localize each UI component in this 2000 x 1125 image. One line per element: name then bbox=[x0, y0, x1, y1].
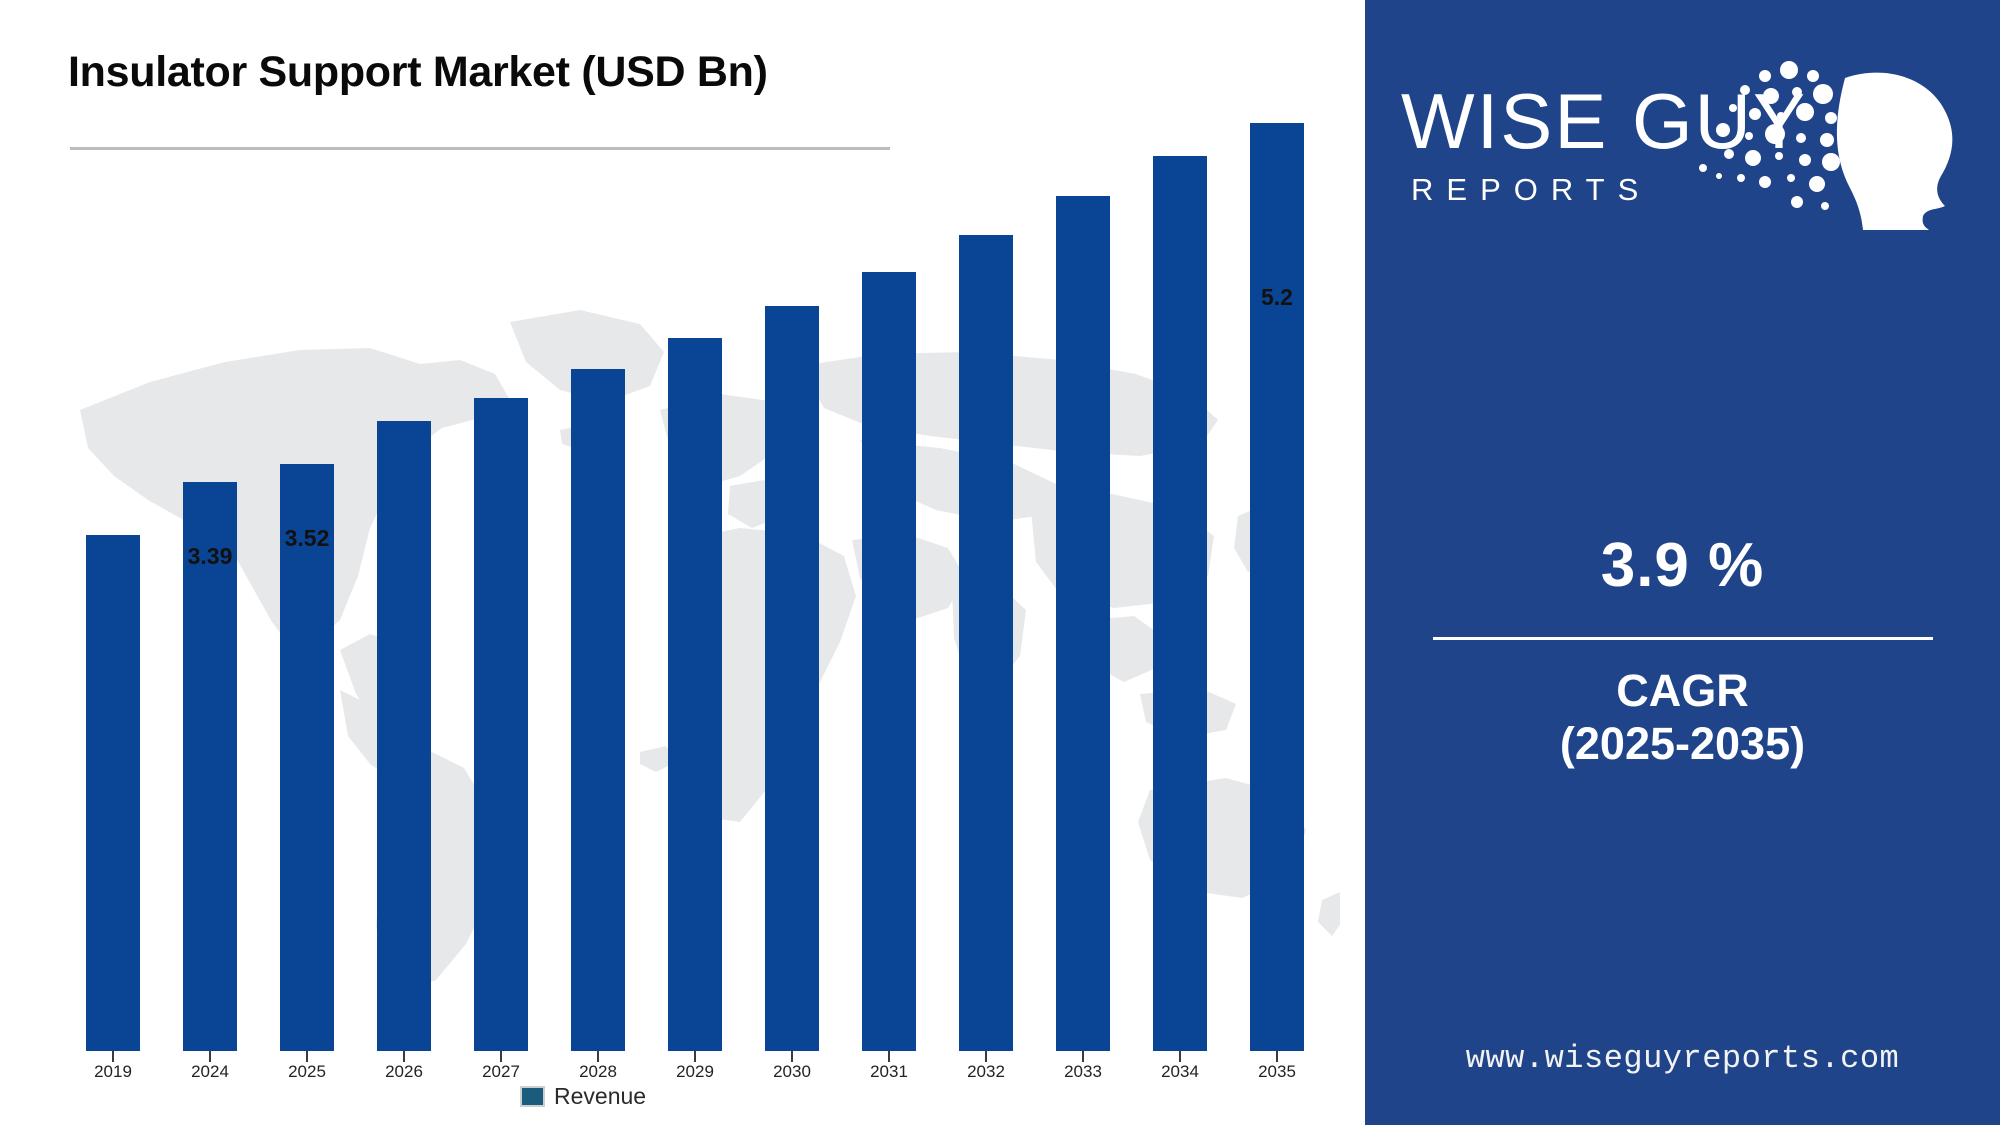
axis-tick bbox=[597, 1051, 599, 1062]
x-axis-label: 2032 bbox=[967, 1062, 1005, 1081]
svg-text:REPORTS: REPORTS bbox=[1411, 172, 1651, 207]
bar-2019 bbox=[86, 535, 140, 1051]
x-axis-label: 2029 bbox=[676, 1062, 714, 1081]
x-axis-label: 2026 bbox=[385, 1062, 423, 1081]
cagr-value: 3.9 % bbox=[1600, 531, 1765, 600]
bar-2026 bbox=[377, 421, 431, 1051]
x-axis-label: 2033 bbox=[1064, 1062, 1102, 1081]
x-axis-label: 2034 bbox=[1161, 1062, 1199, 1081]
axis-tick bbox=[209, 1051, 211, 1062]
bar-value-label-2024: 3.39 bbox=[187, 543, 233, 569]
cagr-caption-line1: CAGR bbox=[1616, 665, 1749, 716]
x-axis-label: 2024 bbox=[191, 1062, 229, 1081]
bar-2029 bbox=[668, 338, 722, 1051]
axis-tick bbox=[403, 1051, 405, 1062]
bar-2033 bbox=[1056, 196, 1110, 1051]
title-divider bbox=[70, 147, 890, 150]
x-axis-label: 2030 bbox=[773, 1062, 811, 1081]
cagr-caption: CAGR (2025-2035) bbox=[1365, 665, 2000, 770]
axis-tick bbox=[1082, 1051, 1084, 1062]
axis-tick bbox=[888, 1051, 890, 1062]
bar-2035 bbox=[1250, 123, 1304, 1051]
svg-text:WISE GUY: WISE GUY bbox=[1401, 77, 1807, 165]
axis-tick bbox=[112, 1051, 114, 1062]
x-axis-label: 2031 bbox=[870, 1062, 908, 1081]
bar-2028 bbox=[571, 369, 625, 1051]
axis-tick bbox=[500, 1051, 502, 1062]
legend-label-revenue: Revenue bbox=[554, 1083, 647, 1109]
chart-legend: Revenue bbox=[520, 1083, 646, 1110]
legend-swatch-revenue bbox=[520, 1086, 545, 1107]
bar-2034 bbox=[1153, 156, 1207, 1051]
brand-panel: WISE GUY REPORTS bbox=[1365, 0, 2000, 1125]
website-url: www.wiseguyreports.com bbox=[1465, 1040, 1900, 1077]
bar-2027 bbox=[474, 398, 528, 1051]
axis-tick bbox=[306, 1051, 308, 1062]
bar-2025 bbox=[280, 464, 334, 1051]
x-axis-label: 2035 bbox=[1258, 1062, 1296, 1081]
bar-2031 bbox=[862, 272, 916, 1051]
bar-2032 bbox=[959, 235, 1013, 1051]
x-axis-label: 2019 bbox=[94, 1062, 132, 1081]
axis-tick bbox=[694, 1051, 696, 1062]
bar-value-label-2035: 5.2 bbox=[1261, 284, 1293, 310]
x-axis-label: 2028 bbox=[579, 1062, 617, 1081]
x-axis-label: 2027 bbox=[482, 1062, 520, 1081]
plot-area: 2019 3.39 2024 3.52 2025 2026 2027 2028 bbox=[86, 123, 1304, 1081]
chart-title: Insulator Support Market (USD Bn) bbox=[68, 48, 768, 96]
cagr-caption-line2: (2025-2035) bbox=[1559, 717, 1806, 769]
chart-panel: Insulator Support Market (USD Bn) bbox=[68, 48, 1340, 1110]
bar-2030 bbox=[765, 306, 819, 1051]
bar-2024 bbox=[183, 482, 237, 1051]
axis-tick bbox=[1179, 1051, 1181, 1062]
cagr-divider bbox=[1433, 637, 1933, 640]
wiseguy-reports-logo: WISE GUY REPORTS bbox=[1393, 60, 1973, 230]
axis-tick bbox=[985, 1051, 987, 1062]
axis-tick bbox=[1276, 1051, 1278, 1062]
x-axis-label: 2025 bbox=[288, 1062, 326, 1081]
bar-value-label-2025: 3.52 bbox=[284, 525, 330, 551]
axis-tick bbox=[791, 1051, 793, 1062]
